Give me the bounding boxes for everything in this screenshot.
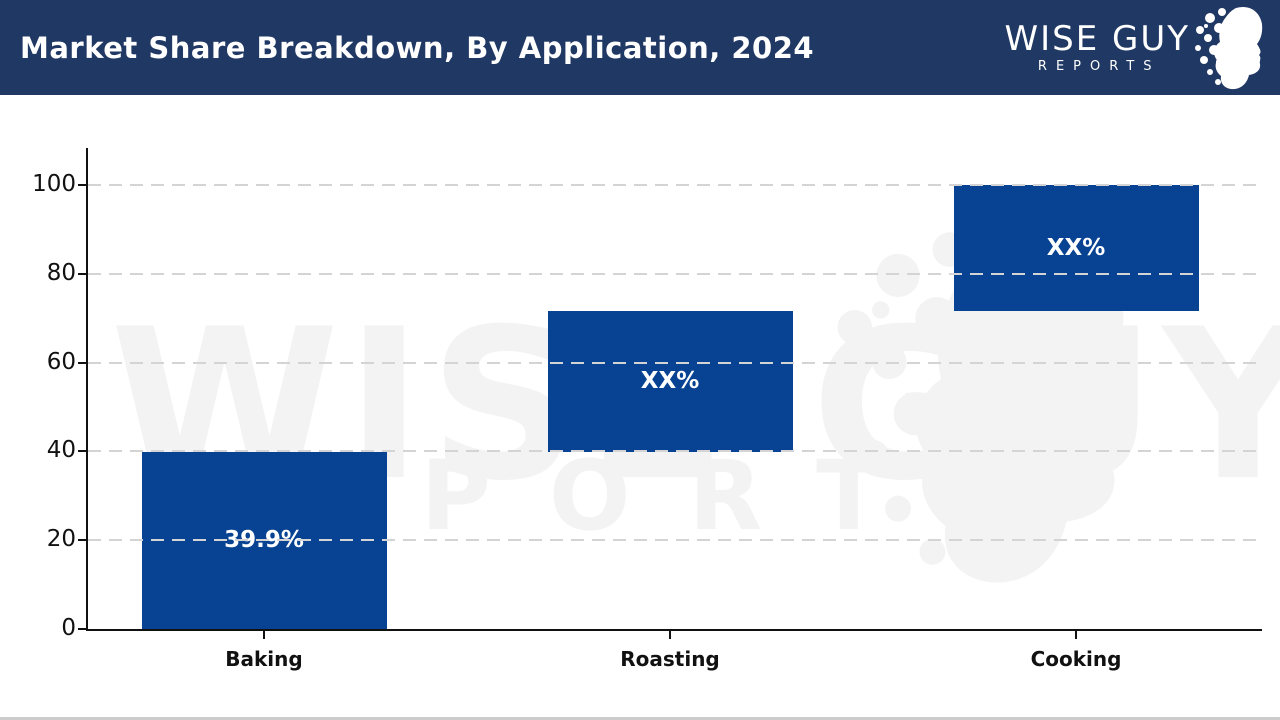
y-tick-label: 80 <box>46 259 76 286</box>
gridline-y-40 <box>88 450 1262 453</box>
y-tick-mark <box>78 184 86 186</box>
bottom-border <box>0 717 1280 720</box>
x-tick-label-baking: Baking <box>225 647 303 671</box>
y-tick-label: 20 <box>46 526 76 553</box>
y-tick-label: 100 <box>32 171 76 197</box>
y-tick-mark <box>78 272 86 275</box>
logo-wordmark-line2: REPORTS <box>1037 59 1161 74</box>
x-axis-spine <box>86 629 1262 631</box>
chart-title: Market Share Breakdown, By Application, … <box>20 30 815 65</box>
y-axis-spine <box>86 148 88 631</box>
bar-value-label: XX% <box>640 368 700 395</box>
brand-logo: WISE GUY REPORTS <box>1004 0 1266 95</box>
x-tick-mark <box>1075 631 1077 639</box>
y-tick-mark <box>78 361 86 364</box>
bar-roasting: XX% <box>547 311 793 452</box>
y-tick-label: 60 <box>46 348 76 375</box>
bar-cooking: XX% <box>953 185 1199 312</box>
x-tick-mark <box>263 631 265 639</box>
chart-area: WISE GUY REPORTS 02040608010039.9%Baking… <box>0 95 1280 717</box>
y-tick-mark <box>78 628 86 630</box>
y-tick-mark <box>78 450 86 453</box>
x-tick-label-roasting: Roasting <box>620 647 720 671</box>
bar-value-label: XX% <box>1046 235 1106 262</box>
y-tick-label: 40 <box>46 437 76 464</box>
gridline-y-100 <box>88 184 1262 186</box>
gridline-y-60 <box>88 361 1262 364</box>
x-tick-mark <box>669 631 671 639</box>
gridline-y-80 <box>88 272 1262 275</box>
y-tick-label: 0 <box>61 615 76 641</box>
logo-head-icon <box>1195 6 1263 89</box>
gridline-y-20 <box>88 539 1262 542</box>
header-band: Market Share Breakdown, By Application, … <box>0 0 1280 95</box>
logo-wordmark: WISE GUY REPORTS <box>1004 21 1190 74</box>
x-tick-label-cooking: Cooking <box>1030 647 1122 671</box>
logo-wordmark-line1: WISE GUY <box>1004 19 1190 59</box>
plot-area: 0 20 40 60 80 100 39.9% Baking XX% Roasting XX% Coo… <box>32 148 1262 671</box>
y-tick-mark <box>78 539 86 542</box>
